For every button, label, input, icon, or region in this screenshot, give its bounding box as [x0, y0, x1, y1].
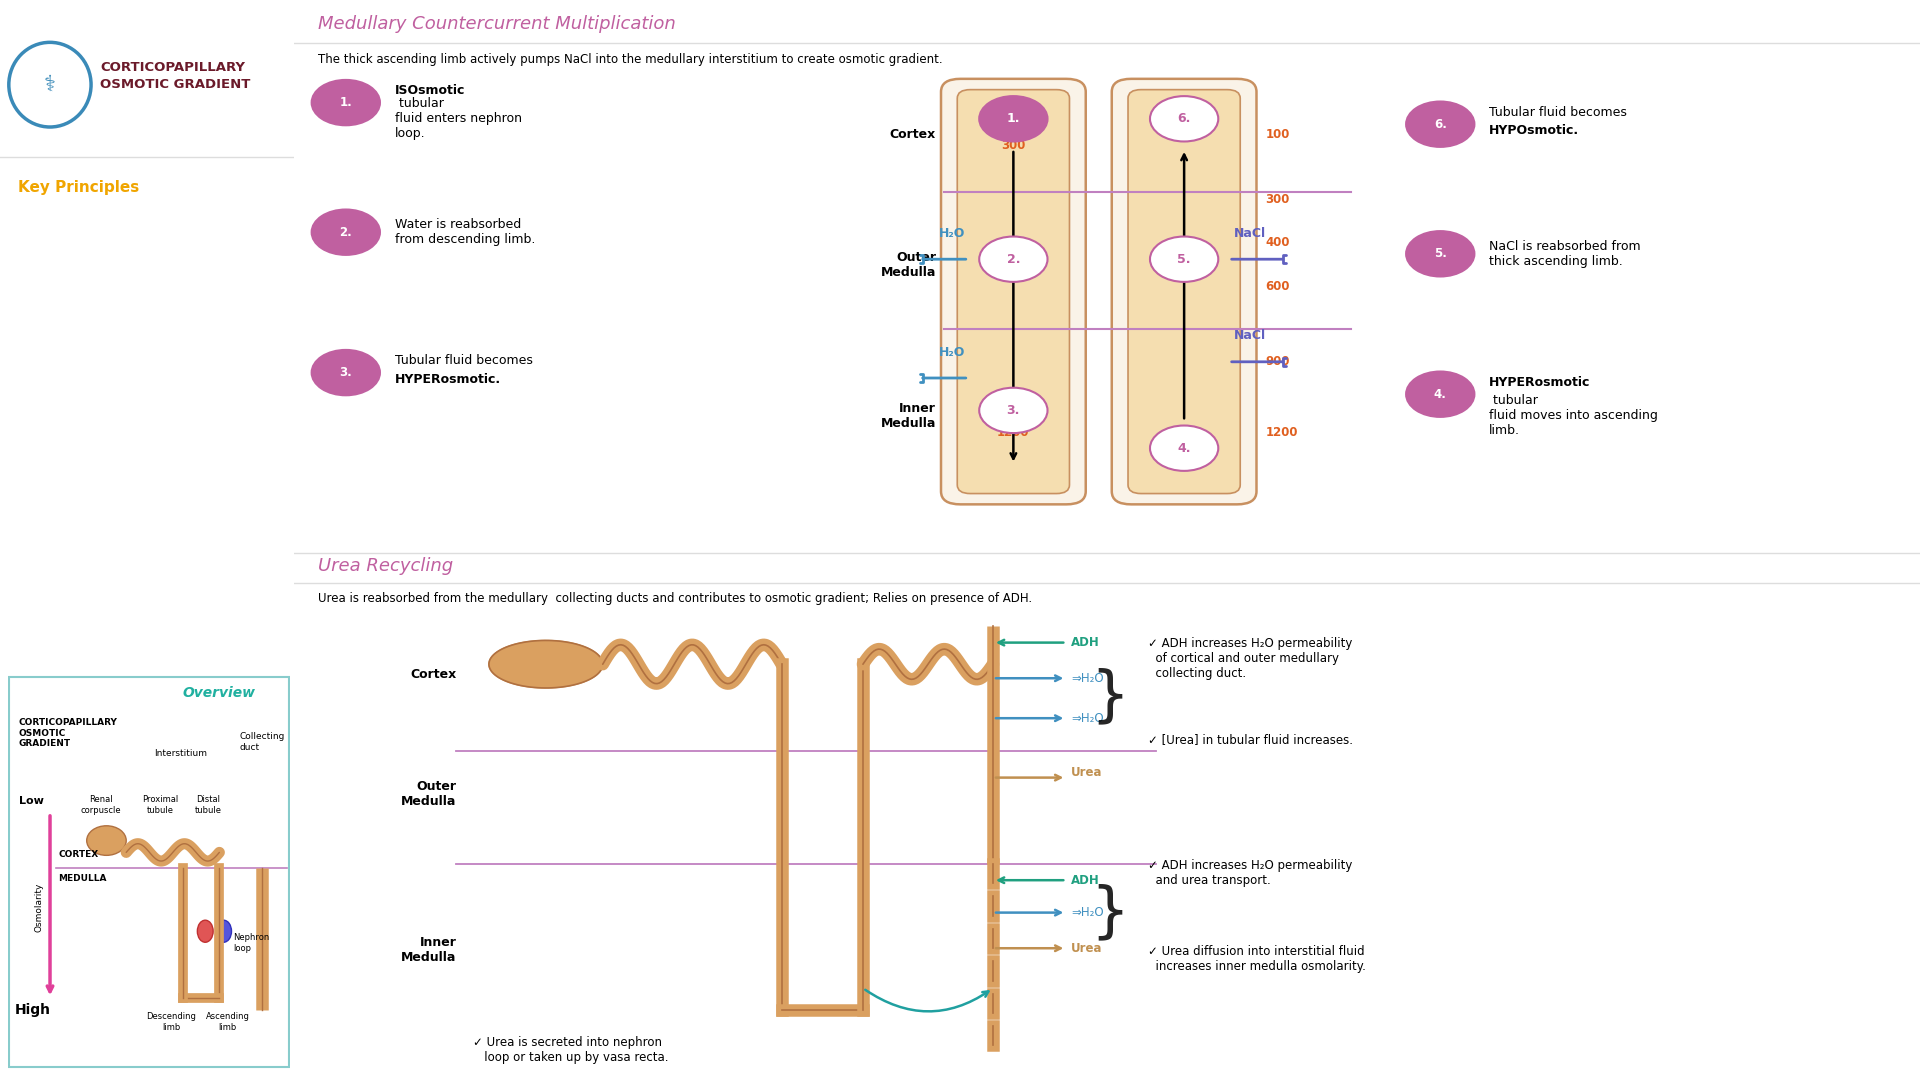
Text: CORTICOPAPILLARY OSMOTIC GRADIENT IS
THE OSMOTIC GRADIENT OF THE RENAL
INTERSTIT: CORTICOPAPILLARY OSMOTIC GRADIENT IS THE… — [17, 313, 227, 539]
FancyBboxPatch shape — [941, 79, 1085, 504]
Text: ISOsmotic: ISOsmotic — [396, 84, 465, 97]
Ellipse shape — [86, 826, 127, 855]
Text: 1200: 1200 — [1265, 426, 1298, 438]
Text: 2.: 2. — [1006, 253, 1020, 266]
FancyBboxPatch shape — [10, 677, 288, 1067]
FancyBboxPatch shape — [958, 90, 1069, 494]
Text: Urea Recycling: Urea Recycling — [319, 557, 453, 575]
Text: CORTICOPAPILLARY
OSMOTIC GRADIENT: CORTICOPAPILLARY OSMOTIC GRADIENT — [100, 60, 250, 91]
Text: Outer
Medulla: Outer Medulla — [881, 251, 937, 279]
Text: H₂O: H₂O — [939, 346, 966, 359]
Circle shape — [979, 388, 1048, 433]
Text: ✓ Urea is secreted into nephron
   loop or taken up by vasa recta.: ✓ Urea is secreted into nephron loop or … — [472, 1036, 668, 1064]
Text: ⇒H₂O: ⇒H₂O — [1071, 712, 1104, 725]
Circle shape — [1405, 102, 1475, 147]
Text: 300: 300 — [1265, 193, 1290, 206]
FancyBboxPatch shape — [1129, 90, 1240, 494]
Text: ⚕: ⚕ — [44, 75, 56, 95]
Circle shape — [1405, 231, 1475, 276]
Circle shape — [311, 210, 380, 255]
Text: ✓ ADH increases H₂O permeability
  of cortical and outer medullary
  collecting : ✓ ADH increases H₂O permeability of cort… — [1148, 637, 1352, 680]
Circle shape — [979, 237, 1048, 282]
Text: 300: 300 — [1000, 139, 1025, 152]
Text: Key Principles: Key Principles — [17, 180, 138, 195]
Text: High: High — [15, 1003, 50, 1017]
Text: Ascending
limb: Ascending limb — [205, 1012, 250, 1031]
Text: CORTICOPAPILLARY
OSMOTIC
GRADIENT: CORTICOPAPILLARY OSMOTIC GRADIENT — [19, 718, 117, 748]
Text: 5.: 5. — [1434, 247, 1446, 260]
Text: Descending
limb: Descending limb — [146, 1012, 196, 1031]
Text: Inner
Medulla: Inner Medulla — [401, 936, 457, 964]
Text: }: } — [1091, 883, 1129, 942]
Text: NaCl: NaCl — [1235, 227, 1265, 240]
Text: 4.: 4. — [1177, 442, 1190, 455]
Text: Cortex: Cortex — [889, 129, 937, 141]
Text: Proximal
tubule: Proximal tubule — [142, 795, 179, 814]
Text: Urea is reabsorbed from the medullary  collecting ducts and contributes to osmot: Urea is reabsorbed from the medullary co… — [319, 592, 1033, 605]
Text: Low: Low — [19, 796, 44, 806]
Text: 600: 600 — [1265, 280, 1290, 293]
Polygon shape — [490, 640, 603, 688]
Text: tubular
fluid moves into ascending
limb.: tubular fluid moves into ascending limb. — [1490, 394, 1659, 437]
Text: Distal
tubule: Distal tubule — [194, 795, 221, 814]
Circle shape — [198, 920, 213, 942]
Circle shape — [1405, 372, 1475, 417]
Text: Osmolarity: Osmolarity — [35, 882, 44, 932]
Text: Tubular fluid becomes: Tubular fluid becomes — [1490, 106, 1626, 119]
Circle shape — [311, 350, 380, 395]
Text: The thick ascending limb actively pumps NaCl into the medullary interstitium to : The thick ascending limb actively pumps … — [319, 53, 943, 66]
Text: HYPOsmotic.: HYPOsmotic. — [1490, 124, 1578, 137]
Text: ✓ [Urea] in tubular fluid increases.: ✓ [Urea] in tubular fluid increases. — [1148, 733, 1352, 746]
Text: 900: 900 — [1265, 355, 1290, 368]
Text: 3.: 3. — [1006, 404, 1020, 417]
Text: Cortex: Cortex — [411, 669, 457, 681]
Text: Renal
corpuscle: Renal corpuscle — [81, 795, 121, 814]
Text: ⇒H₂O: ⇒H₂O — [1071, 672, 1104, 685]
Text: ✓ ADH increases H₂O permeability
  and urea transport.: ✓ ADH increases H₂O permeability and ure… — [1148, 859, 1352, 887]
Circle shape — [311, 80, 380, 125]
Text: Interstitium: Interstitium — [154, 750, 207, 758]
Text: 6.: 6. — [1434, 118, 1446, 131]
Text: NaCl: NaCl — [1235, 329, 1265, 342]
Text: 1200: 1200 — [996, 426, 1029, 438]
Text: Nephron
loop: Nephron loop — [234, 933, 269, 953]
Text: 3.: 3. — [340, 366, 351, 379]
Text: MEDULLA: MEDULLA — [58, 874, 108, 882]
Text: tubular
fluid enters nephron
loop.: tubular fluid enters nephron loop. — [396, 97, 522, 140]
Text: Medullary Countercurrent Multiplication: Medullary Countercurrent Multiplication — [319, 15, 676, 32]
Text: 1.: 1. — [340, 96, 351, 109]
Text: Outer
Medulla: Outer Medulla — [401, 780, 457, 808]
Circle shape — [979, 96, 1048, 141]
Text: H₂O: H₂O — [939, 227, 966, 240]
Text: ✓ Urea diffusion into interstitial fluid
  increases inner medulla osmolarity.: ✓ Urea diffusion into interstitial fluid… — [1148, 945, 1365, 973]
Text: 400: 400 — [1265, 237, 1290, 249]
Text: Water is reabsorbed
from descending limb.: Water is reabsorbed from descending limb… — [396, 218, 536, 246]
Text: ADH: ADH — [1071, 874, 1100, 887]
Text: Urea: Urea — [1071, 766, 1102, 779]
Text: Overview: Overview — [182, 686, 255, 700]
Circle shape — [215, 920, 232, 942]
Text: 5.: 5. — [1177, 253, 1190, 266]
Circle shape — [1150, 426, 1219, 471]
FancyBboxPatch shape — [1112, 79, 1256, 504]
Text: HYPERosmotic.: HYPERosmotic. — [396, 373, 501, 386]
Text: ADH: ADH — [1071, 636, 1100, 649]
Text: NaCl is reabsorbed from
thick ascending limb.: NaCl is reabsorbed from thick ascending … — [1490, 240, 1642, 268]
Text: 4.: 4. — [1434, 388, 1446, 401]
Text: 6.: 6. — [1177, 112, 1190, 125]
Text: CORTEX: CORTEX — [58, 850, 98, 859]
Text: Tubular fluid becomes: Tubular fluid becomes — [396, 354, 532, 367]
Text: ⇒H₂O: ⇒H₂O — [1071, 906, 1104, 919]
Text: }: } — [1091, 667, 1129, 726]
Circle shape — [1150, 96, 1219, 141]
Circle shape — [1150, 237, 1219, 282]
Text: 1.: 1. — [1006, 112, 1020, 125]
Text: Inner
Medulla: Inner Medulla — [881, 402, 937, 430]
Text: 100: 100 — [1265, 129, 1290, 141]
Text: 2.: 2. — [340, 226, 351, 239]
Text: HYPERosmotic: HYPERosmotic — [1490, 376, 1590, 389]
Text: Urea: Urea — [1071, 942, 1102, 955]
Text: Collecting
duct: Collecting duct — [240, 732, 284, 752]
